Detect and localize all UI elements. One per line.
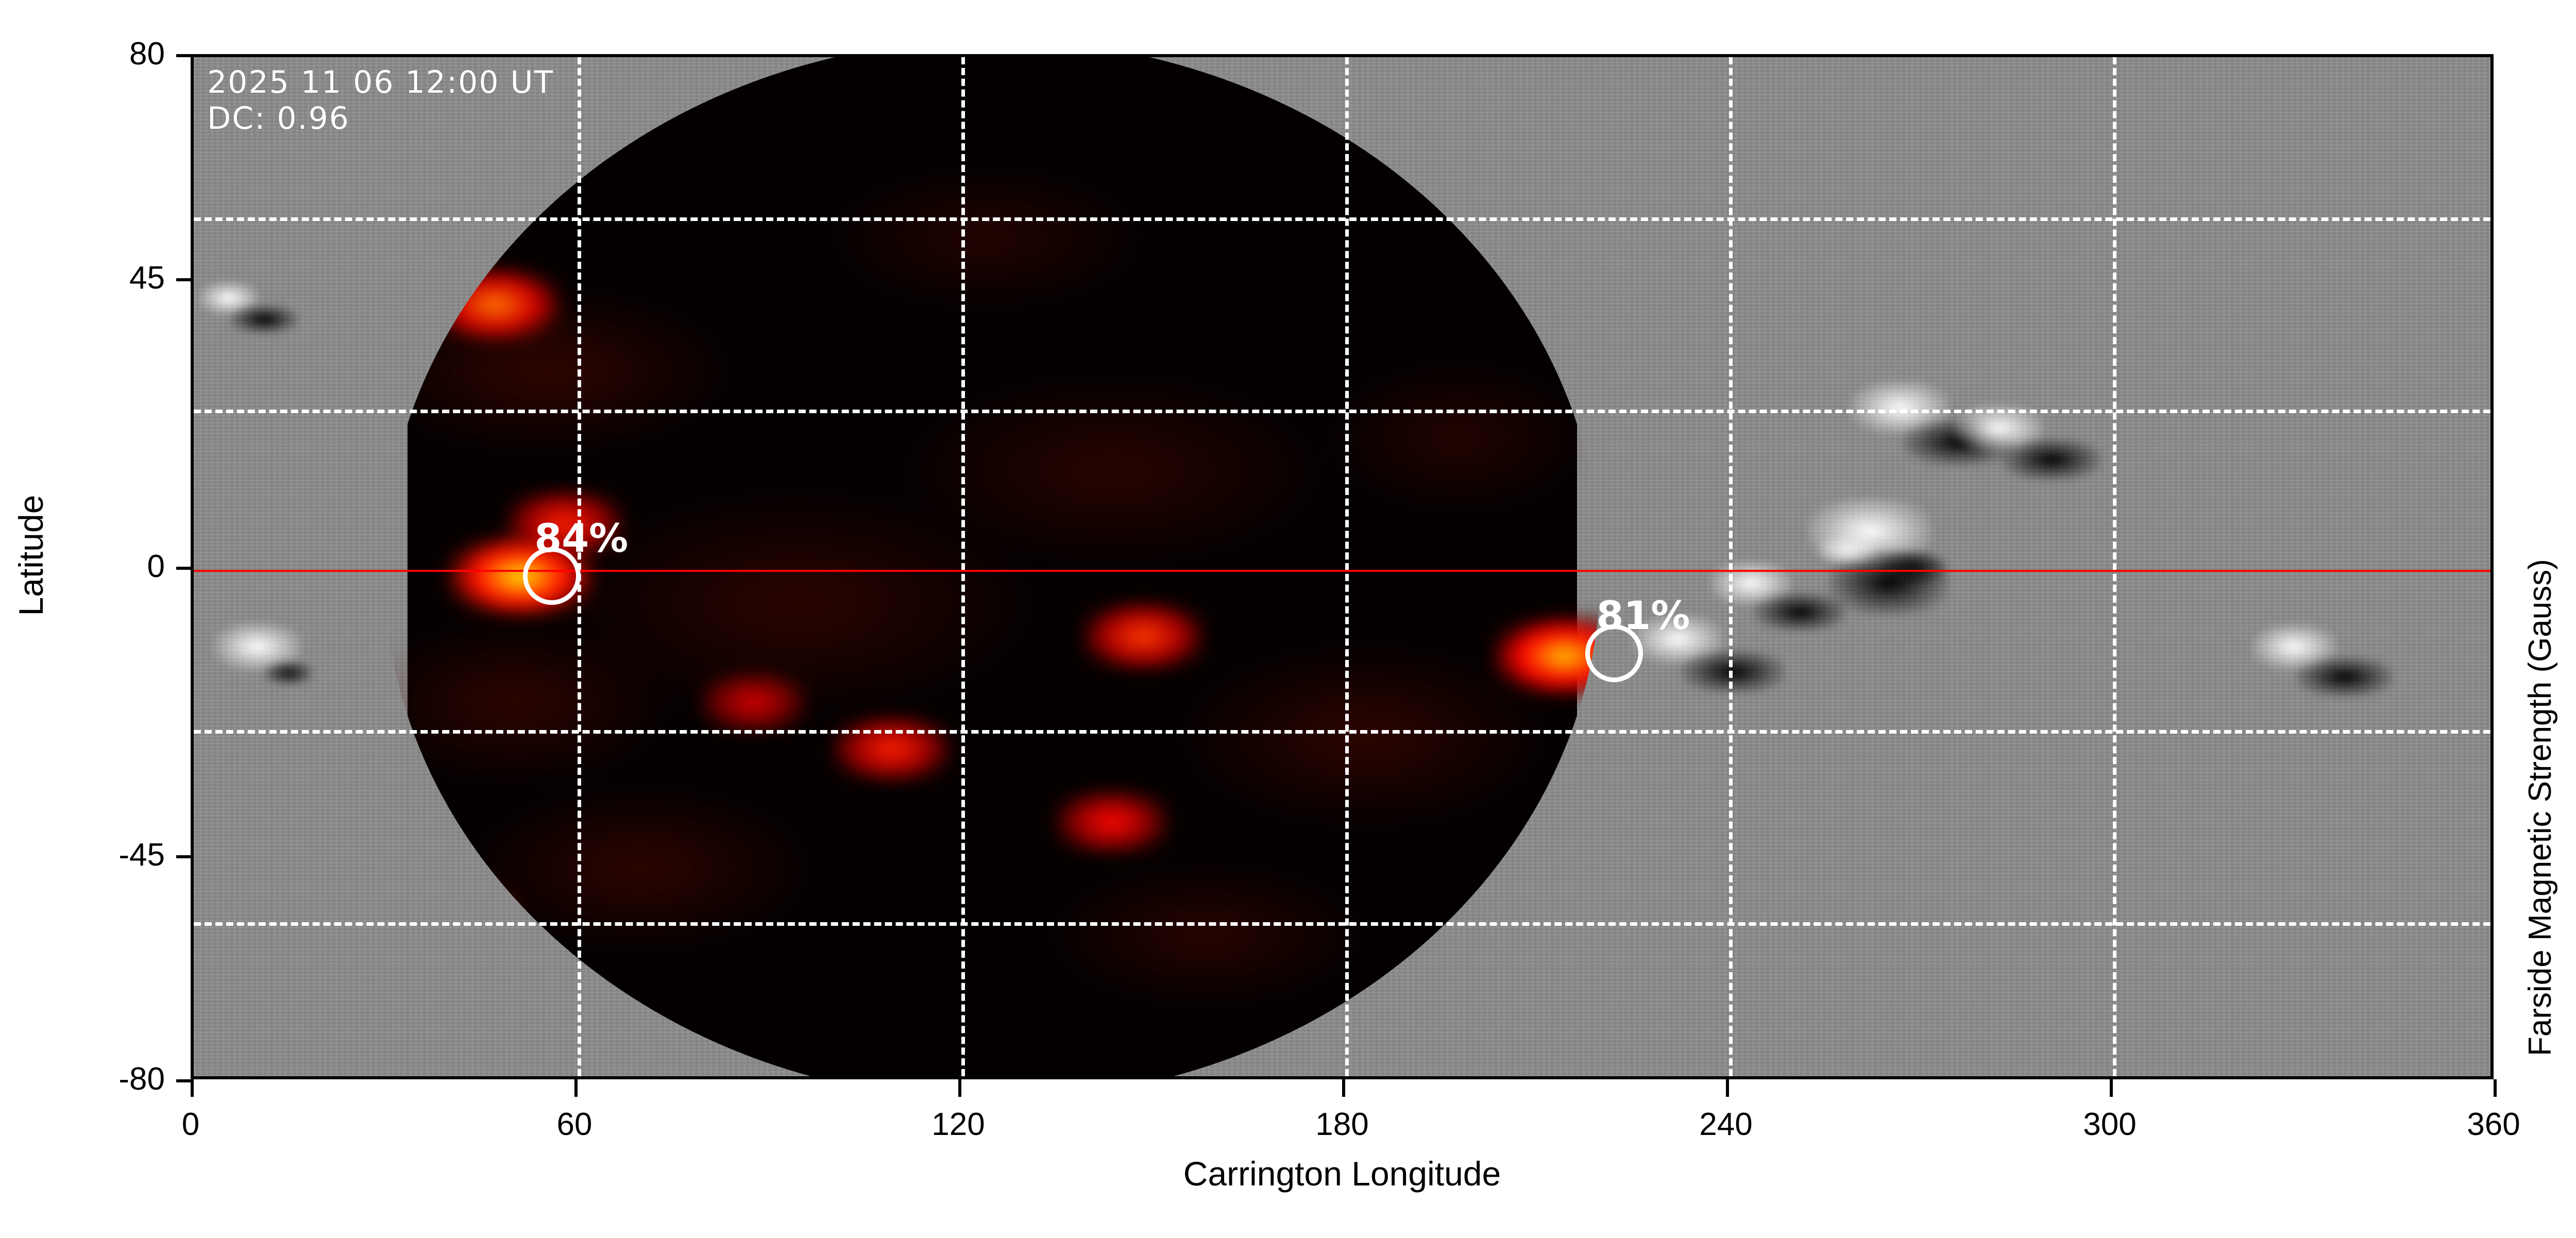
y-tick-line [176,1079,191,1082]
y-tick-line [176,855,191,858]
x-tick-label: 300 [2083,1107,2137,1142]
x-tick-line [1726,1079,1729,1097]
x-tick-label: 180 [1315,1107,1369,1142]
x-axis-label: Carrington Longitude [1183,1155,1501,1193]
farside-diffuse-blob [1183,648,1544,823]
x-tick-label: 240 [1699,1107,1753,1142]
farside-active-region [831,714,953,784]
farside-diffuse-blob [831,171,1141,306]
frontside-flux-patch [2297,656,2393,697]
equator-line [194,570,2490,572]
x-tick-line [2110,1079,2113,1097]
farside-field-group [384,57,1601,1076]
x-tick-label: 0 [181,1107,200,1142]
farside-active-region [1080,600,1207,672]
frontside-flux-patch [230,305,299,334]
x-tick-label: 360 [2467,1107,2520,1142]
frontside-flux-patch [1754,592,1846,632]
farside-seismic-layer [384,57,1601,1076]
farside-diffuse-blob [1329,365,1587,510]
active-region-circle [1585,624,1643,682]
x-tick-line [191,1079,194,1097]
x-tick-label: 120 [931,1107,985,1142]
farside-diffuse-blob [1051,868,1361,1002]
y-tick-label: 80 [129,36,165,72]
farside-active-region [698,671,808,734]
active-region-circle [523,547,581,605]
y-tick-line [176,54,191,57]
timestamp-text: 2025 11 06 12:00 UT [207,64,554,100]
frontside-flux-patch [1817,535,1877,565]
synoptic-map-axes: 2025 11 06 12:00 UT DC: 0.96 84% 81% [191,54,2494,1079]
y-tick-label: -45 [118,837,165,873]
active-region-percent-label: 81% [1596,592,1690,638]
farside-active-region [503,488,626,558]
farside-active-region [1490,614,1601,698]
farside-active-region [1053,788,1171,856]
active-region-percent-label: 84% [534,515,629,562]
y-tick-line [176,278,191,282]
farside-diffuse-blob [384,625,669,780]
y-tick-label: 0 [147,549,165,584]
duty-cycle-text: DC: 0.96 [207,100,350,137]
farside-colorbar-title: Farside Magnetic Strength (Gauss) [2522,559,2558,1056]
x-tick-label: 60 [556,1107,592,1142]
frontside-flux-patch [2002,438,2102,481]
duty-cycle-stamp: DC: 0.96 [207,100,350,137]
frontside-flux-patch [264,661,313,686]
frontside-flux-patch [1681,650,1785,694]
x-tick-line [1342,1079,1345,1097]
farside-diffuse-blob [905,377,1318,563]
x-tick-line [2494,1079,2497,1097]
y-tick-label: -80 [118,1061,165,1097]
x-tick-line [574,1079,578,1097]
y-axis-label: Latitude [12,495,50,616]
y-tick-line [176,567,191,570]
y-tick-label: 45 [129,260,165,296]
timestamp-stamp: 2025 11 06 12:00 UT [207,64,554,101]
map-clip: 2025 11 06 12:00 UT DC: 0.96 84% 81% [194,57,2490,1076]
x-tick-line [958,1079,961,1097]
